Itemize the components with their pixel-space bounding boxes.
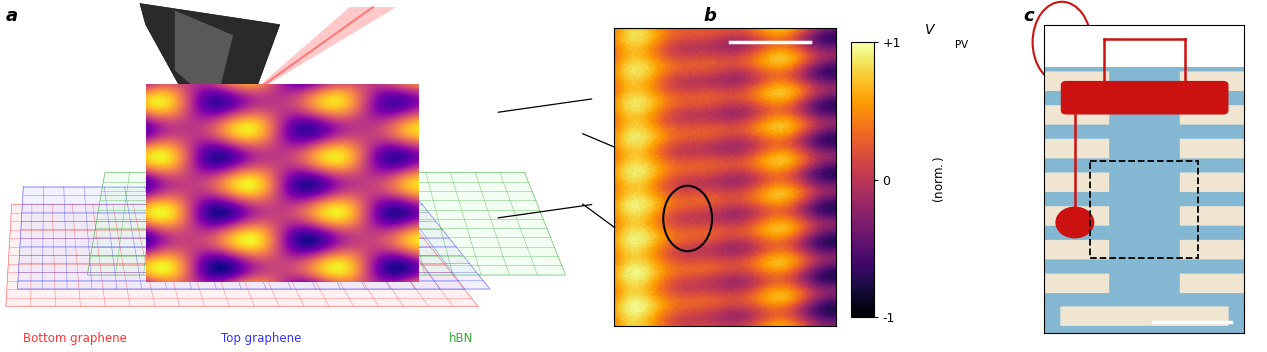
Ellipse shape (181, 131, 239, 151)
Text: b: b (703, 7, 716, 25)
Polygon shape (175, 11, 233, 106)
Text: a: a (6, 7, 18, 25)
Bar (1090, 161, 1199, 258)
Text: Bottom graphene: Bottom graphene (23, 332, 127, 345)
Text: $\mathrm{(norm.)}$: $\mathrm{(norm.)}$ (931, 156, 946, 203)
Text: $V_{\mathregular{PV}}$: $V_{\mathregular{PV}}$ (1050, 35, 1073, 50)
Text: $V$: $V$ (925, 23, 936, 37)
Text: $\mathrm{PV}$: $\mathrm{PV}$ (954, 38, 969, 50)
Polygon shape (6, 204, 478, 306)
Text: hBN: hBN (449, 332, 473, 345)
FancyBboxPatch shape (1060, 81, 1229, 114)
Polygon shape (204, 7, 397, 134)
Text: c: c (1024, 7, 1034, 25)
Circle shape (1033, 2, 1091, 83)
Ellipse shape (198, 136, 222, 145)
Polygon shape (18, 187, 489, 289)
Circle shape (1055, 207, 1095, 238)
Polygon shape (139, 4, 280, 130)
Text: Top graphene: Top graphene (222, 332, 302, 345)
Polygon shape (87, 172, 565, 275)
